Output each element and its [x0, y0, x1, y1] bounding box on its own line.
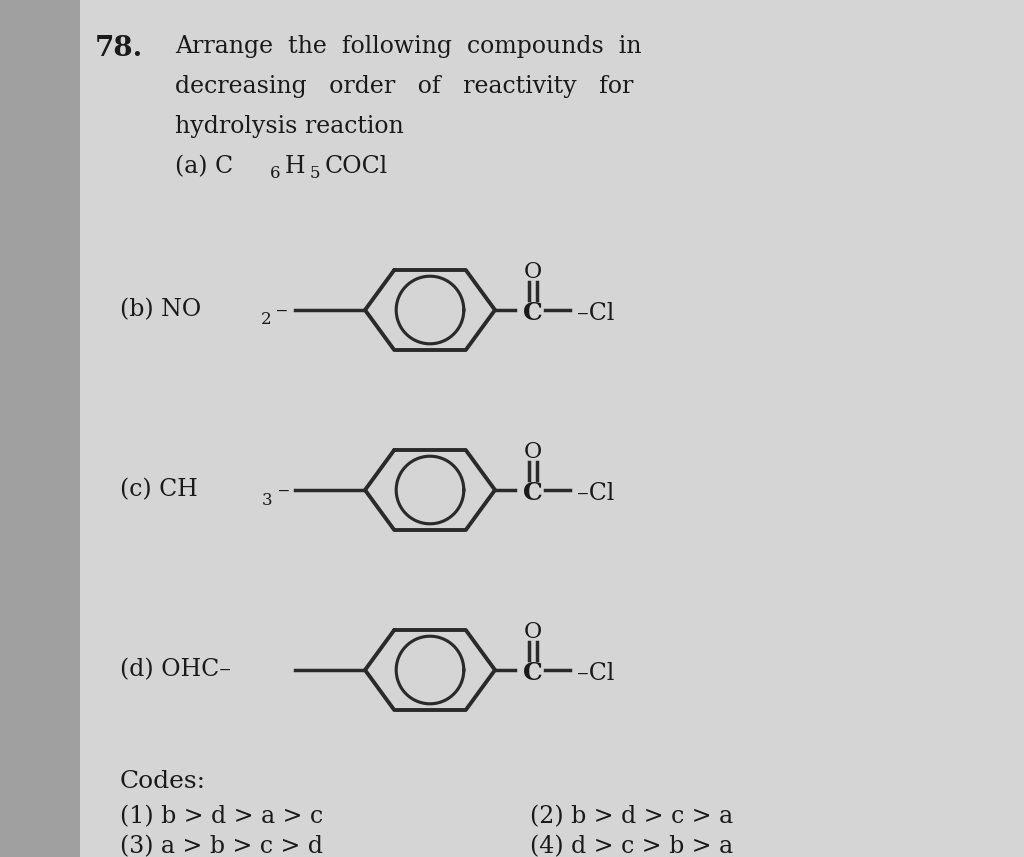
Text: (3) a > b > c > d: (3) a > b > c > d — [120, 835, 323, 857]
Text: Codes:: Codes: — [120, 770, 206, 793]
Text: –: – — [278, 478, 290, 501]
Text: C: C — [523, 661, 543, 685]
Text: decreasing   order   of   reactivity   for: decreasing order of reactivity for — [175, 75, 634, 98]
Text: 5: 5 — [310, 165, 321, 182]
Text: (1) b > d > a > c: (1) b > d > a > c — [120, 805, 324, 828]
Text: O: O — [524, 621, 542, 643]
Text: (b) NO: (b) NO — [120, 298, 202, 321]
Text: 2: 2 — [261, 311, 271, 328]
Text: C: C — [523, 481, 543, 505]
Polygon shape — [0, 0, 80, 857]
Text: 78.: 78. — [95, 35, 143, 62]
Text: –Cl: –Cl — [577, 482, 614, 505]
Text: hydrolysis reaction: hydrolysis reaction — [175, 115, 403, 138]
Text: O: O — [524, 261, 542, 283]
Text: COCl: COCl — [325, 155, 388, 178]
Text: –Cl: –Cl — [577, 662, 614, 685]
Text: C: C — [523, 301, 543, 325]
Text: O: O — [524, 441, 542, 463]
Text: –Cl: –Cl — [577, 302, 614, 325]
Text: (c) CH: (c) CH — [120, 478, 198, 501]
Text: Arrange  the  following  compounds  in: Arrange the following compounds in — [175, 35, 641, 58]
Text: (2) b > d > c > a: (2) b > d > c > a — [530, 805, 733, 828]
Text: 3: 3 — [262, 492, 272, 508]
Text: (d) OHC–: (d) OHC– — [120, 658, 231, 681]
Polygon shape — [80, 0, 1024, 857]
Text: 6: 6 — [270, 165, 281, 182]
Text: (4) d > c > b > a: (4) d > c > b > a — [530, 835, 733, 857]
Text: –: – — [276, 298, 288, 321]
Text: (a) C: (a) C — [175, 155, 233, 178]
Text: H: H — [285, 155, 305, 178]
